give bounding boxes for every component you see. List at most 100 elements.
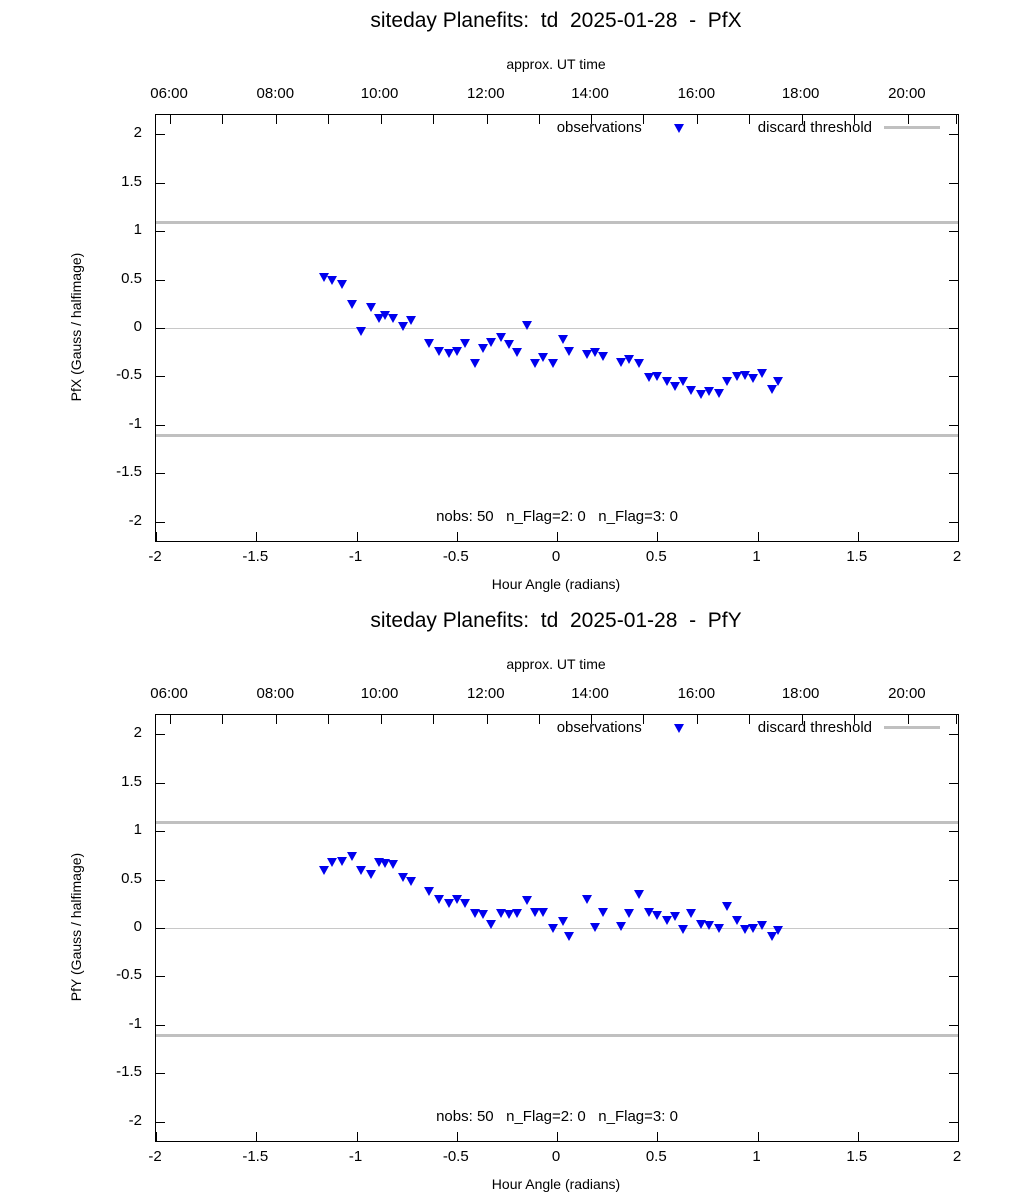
data-point-marker [387, 860, 398, 870]
x-tick-label: -1 [348, 548, 363, 565]
data-point-marker [547, 924, 558, 933]
data-point-marker [485, 920, 496, 930]
data-point-marker [373, 858, 384, 868]
data-point-marker [624, 354, 635, 364]
ut-tick-mark [591, 115, 593, 124]
data-point-marker [772, 925, 783, 935]
ut-tick-mark [222, 115, 224, 124]
y-tick-mark [949, 134, 958, 136]
data-point-marker [732, 916, 743, 926]
y-tick-mark [156, 734, 165, 736]
data-point-marker [521, 895, 532, 905]
ut-tick-mark [697, 115, 699, 124]
data-point-marker [616, 922, 627, 932]
y-tick-mark [156, 182, 165, 184]
y-tick-mark [156, 1073, 165, 1075]
y-tick-label: -0.5 [116, 966, 142, 984]
data-point-marker [337, 857, 348, 867]
ut-tick-label: 12:00 [467, 685, 505, 702]
y-tick-label: 2 [133, 124, 142, 142]
ut-tick-mark [907, 115, 909, 124]
data-point-marker [740, 371, 751, 381]
y-tick-mark [156, 134, 165, 136]
ut-tick-mark [907, 715, 909, 724]
x-tick-label: 1 [752, 1148, 761, 1165]
ut-tick-label: 08:00 [256, 685, 295, 702]
ut-tick-label: 14:00 [571, 85, 609, 102]
stats-text: nobs: 50 n_Flag=2: 0 n_Flag=3: 0 [436, 508, 678, 525]
y-tick-mark [156, 879, 165, 881]
data-point-marker [459, 898, 470, 908]
y-tick-label: 0 [133, 318, 142, 335]
ut-tick-mark [538, 115, 540, 124]
y-tick-label: -2 [128, 1111, 142, 1129]
data-point-marker [477, 910, 488, 920]
x-tick-mark [857, 1132, 859, 1141]
x-tick-mark [857, 532, 859, 541]
plot-area: observations discard threshold nobs: 50 … [155, 114, 959, 542]
y-tick-mark [156, 231, 165, 233]
data-point-marker [582, 350, 593, 360]
data-point-marker [355, 326, 366, 336]
data-point-marker [511, 908, 522, 918]
y-tick-label: -1.5 [116, 463, 142, 481]
ut-tick-label: 06:00 [150, 85, 188, 102]
y-tick-label: 0.5 [121, 269, 142, 287]
data-point-marker [696, 389, 707, 399]
data-point-marker [678, 924, 689, 934]
top-axis-label: approx. UT time [506, 656, 606, 672]
data-point-marker [634, 358, 645, 368]
ut-tick-mark [853, 115, 855, 124]
data-point-marker [547, 358, 558, 368]
stats-text: nobs: 50 n_Flag=2: 0 n_Flag=3: 0 [436, 1108, 678, 1125]
x-tick-label: -0.5 [442, 548, 469, 565]
ut-tick-mark [276, 715, 278, 724]
chart-pfx: siteday Planefits: td 2025-01-28 - PfX a… [68, 9, 961, 592]
y-tick-mark [949, 521, 958, 523]
x-tick-label: -1 [348, 1148, 363, 1165]
y-tick-label: 1 [133, 221, 142, 239]
ut-tick-mark [697, 715, 699, 724]
y-tick-mark [949, 424, 958, 426]
data-point-marker [503, 340, 514, 350]
chart-title: siteday Planefits: td 2025-01-28 - PfY [370, 609, 742, 632]
ut-tick-mark [170, 715, 172, 724]
data-point-marker [696, 920, 707, 930]
plot-area: observations discard threshold nobs: 50 … [155, 714, 959, 1142]
x-tick-mark [356, 532, 358, 541]
legend-threshold-line-sample [884, 126, 940, 129]
data-point-marker [662, 916, 673, 926]
ut-tick-mark [328, 115, 330, 124]
y-tick-mark [949, 1073, 958, 1075]
x-tick-label: -1.5 [242, 1148, 269, 1165]
ut-tick-mark [749, 715, 751, 724]
y-tick-label: -0.5 [116, 366, 142, 384]
y-tick-label: 0.5 [121, 869, 142, 887]
data-point-marker [537, 353, 548, 363]
data-point-marker [355, 865, 366, 875]
x-tick-mark [557, 1132, 558, 1141]
y-tick-label: 1.5 [121, 772, 142, 790]
y-tick-label: -1 [128, 1014, 142, 1032]
ut-tick-mark [538, 715, 540, 724]
legend-observations-label: observations [556, 719, 642, 736]
x-tick-mark [256, 532, 258, 541]
y-tick-mark [949, 928, 958, 929]
ut-tick-mark [486, 115, 488, 124]
ut-tick-label: 20:00 [888, 85, 926, 102]
x-tick-label: 0.5 [645, 548, 667, 565]
data-point-marker [772, 377, 783, 387]
data-point-marker [652, 911, 663, 921]
data-point-marker [564, 931, 575, 941]
ut-tick-mark [328, 715, 330, 724]
y-tick-mark [156, 473, 165, 475]
y-tick-mark [156, 328, 165, 329]
data-point-marker [365, 869, 376, 879]
data-point-marker [616, 357, 627, 367]
data-point-marker [558, 334, 568, 344]
discard-threshold-line [156, 433, 958, 437]
y-tick-label: 0 [133, 918, 142, 935]
y-tick-mark [949, 1024, 958, 1026]
legend-observations-marker-icon [673, 124, 684, 133]
ut-tick-mark [749, 115, 751, 124]
